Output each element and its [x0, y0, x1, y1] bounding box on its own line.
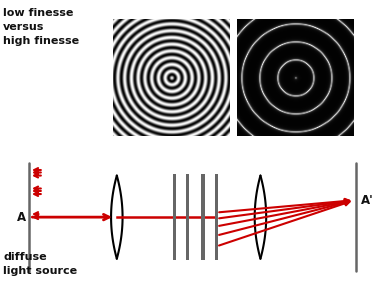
Text: A': A' — [361, 194, 373, 207]
Bar — [201, 174, 205, 260]
Text: low finesse
versus
high finesse: low finesse versus high finesse — [3, 8, 79, 46]
Bar — [173, 174, 176, 260]
Bar — [215, 174, 218, 260]
Text: A: A — [16, 211, 26, 224]
Text: diffuse
light source: diffuse light source — [3, 252, 77, 276]
Bar — [186, 174, 189, 260]
